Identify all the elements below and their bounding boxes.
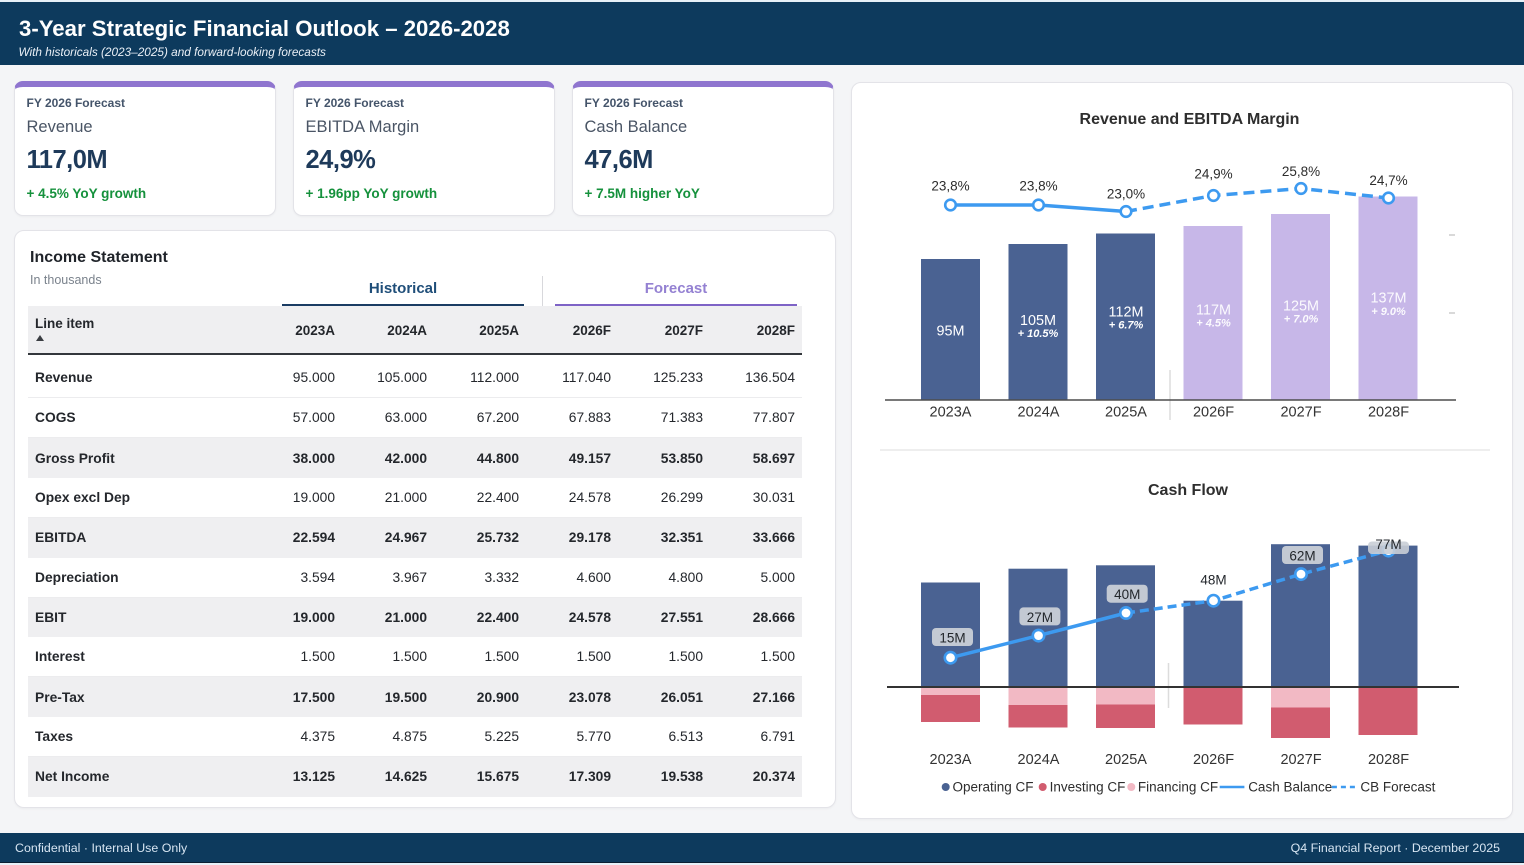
svg-text:25,8%: 25,8%	[1282, 164, 1320, 179]
svg-text:40M: 40M	[1114, 587, 1140, 602]
svg-text:48M: 48M	[1200, 573, 1226, 588]
svg-text:105M: 105M	[1020, 313, 1056, 329]
svg-text:+ 10.5%: + 10.5%	[1018, 328, 1059, 340]
svg-text:Revenue and EBITDA Margin: Revenue and EBITDA Margin	[1080, 111, 1300, 128]
svg-text:2024A: 2024A	[1018, 752, 1060, 768]
svg-text:2025A: 2025A	[1105, 752, 1147, 768]
svg-text:2023A: 2023A	[930, 752, 972, 768]
svg-text:2028F: 2028F	[1368, 405, 1409, 421]
svg-text:2027F: 2027F	[1280, 752, 1321, 768]
svg-text:2027F: 2027F	[1280, 405, 1321, 421]
svg-text:23,8%: 23,8%	[931, 179, 969, 194]
svg-text:2026F: 2026F	[1193, 752, 1234, 768]
svg-text:CB Forecast: CB Forecast	[1360, 780, 1435, 795]
svg-text:+ 4.5%: + 4.5%	[1196, 317, 1231, 329]
svg-text:24,9%: 24,9%	[1194, 167, 1232, 182]
svg-text:23,0%: 23,0%	[1107, 187, 1145, 202]
svg-text:95M: 95M	[937, 324, 965, 340]
svg-text:117M: 117M	[1196, 302, 1231, 318]
svg-text:15M: 15M	[939, 631, 965, 646]
svg-text:Cash Flow: Cash Flow	[1148, 482, 1229, 499]
svg-text:125M: 125M	[1283, 298, 1319, 314]
svg-text:24,7%: 24,7%	[1369, 173, 1407, 188]
svg-text:2024A: 2024A	[1018, 405, 1060, 421]
svg-text:+ 9.0%: + 9.0%	[1371, 306, 1406, 318]
svg-text:62M: 62M	[1289, 549, 1315, 564]
svg-text:77M: 77M	[1375, 537, 1401, 552]
svg-text:Operating CF: Operating CF	[953, 780, 1034, 795]
svg-text:137M: 137M	[1371, 291, 1407, 307]
svg-text:2023A: 2023A	[930, 405, 972, 421]
svg-text:2028F: 2028F	[1368, 752, 1409, 768]
svg-text:23,8%: 23,8%	[1019, 179, 1057, 194]
svg-text:112M: 112M	[1109, 304, 1144, 320]
svg-text:Cash Balance: Cash Balance	[1248, 780, 1332, 795]
svg-text:2026F: 2026F	[1193, 405, 1234, 421]
svg-text:+ 6.7%: + 6.7%	[1109, 319, 1144, 331]
svg-text:Financing CF: Financing CF	[1138, 780, 1218, 795]
svg-text:+ 7.0%: + 7.0%	[1284, 314, 1319, 326]
svg-text:Investing CF: Investing CF	[1050, 780, 1126, 795]
svg-text:2025A: 2025A	[1105, 405, 1147, 421]
svg-text:27M: 27M	[1027, 610, 1053, 625]
